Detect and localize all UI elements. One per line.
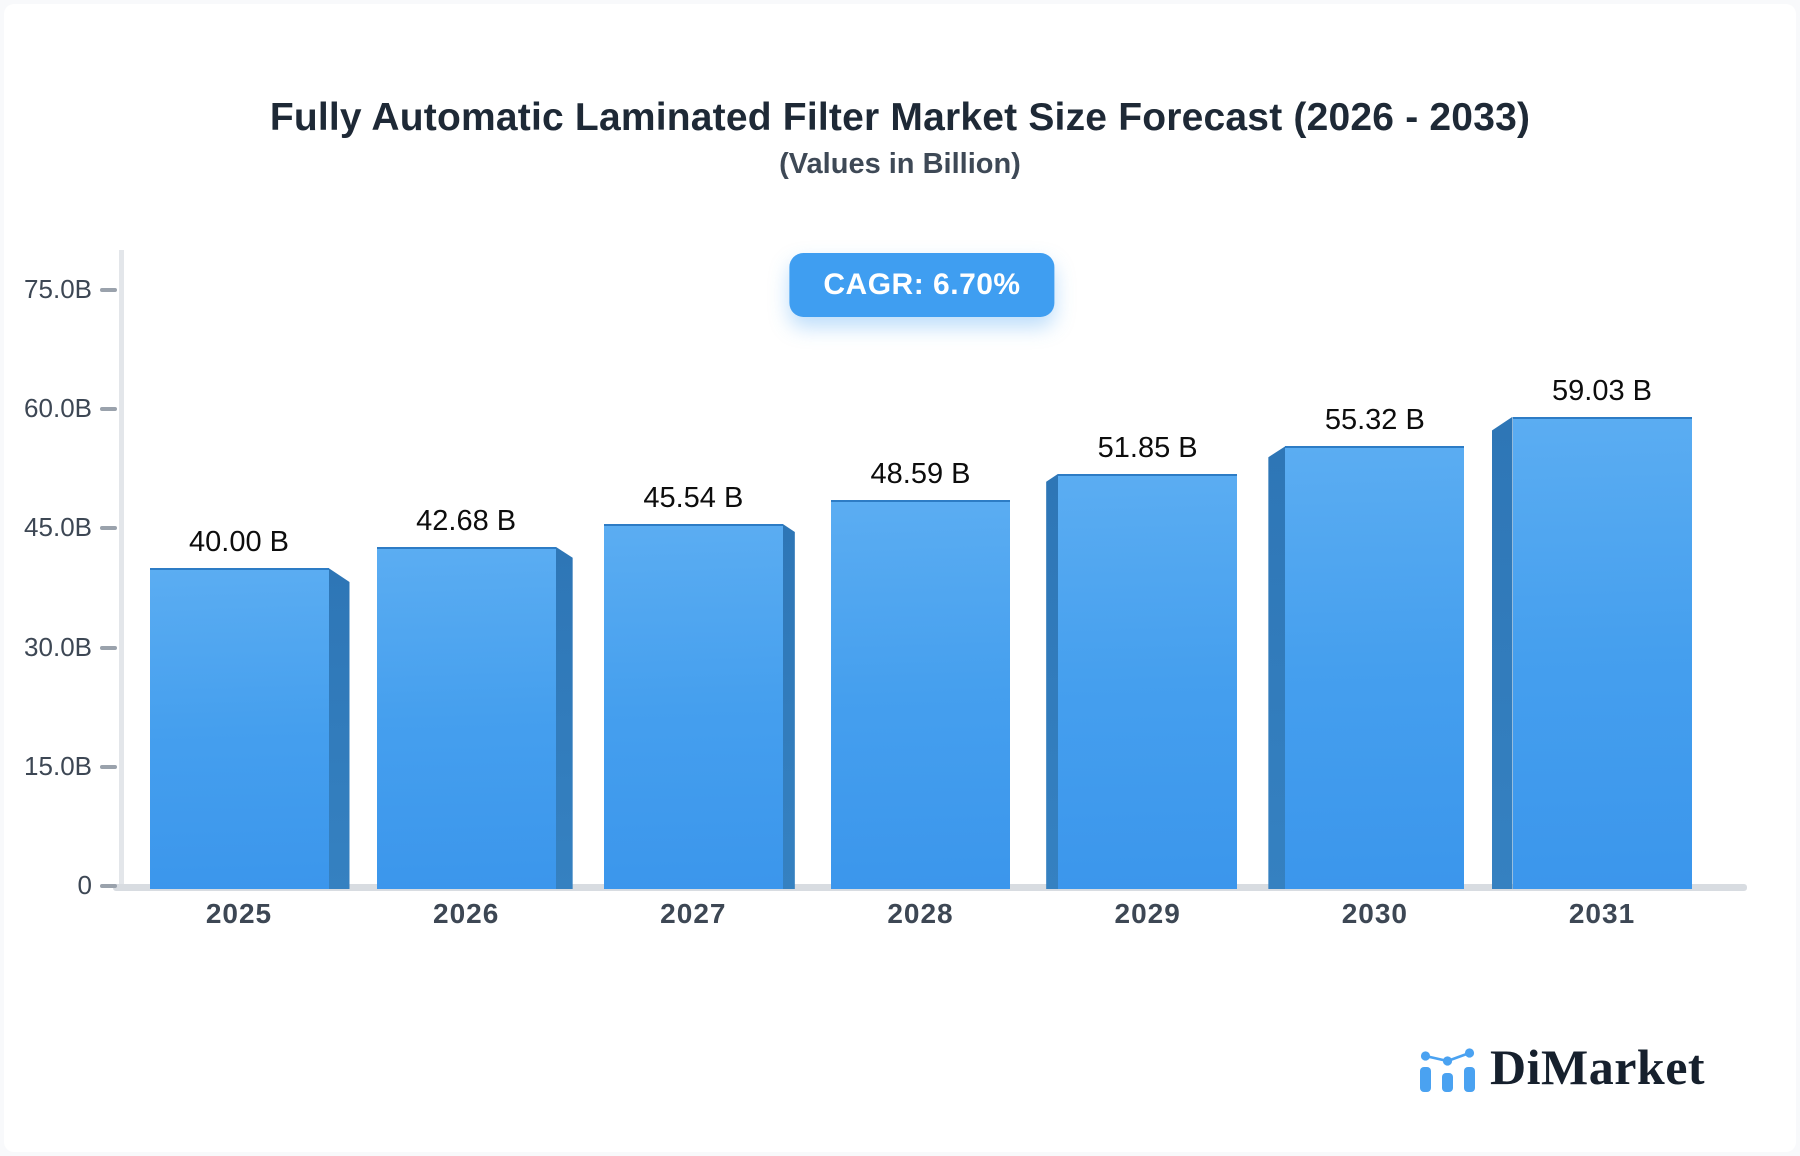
bar-value-label: 42.68 B	[416, 504, 517, 537]
chart-title: Fully Automatic Laminated Filter Market …	[269, 96, 1531, 139]
bar-value-label: 55.32 B	[1324, 404, 1425, 437]
bar-value-label: 45.54 B	[643, 481, 744, 514]
bar-value-label: 59.03 B	[1552, 374, 1652, 407]
y-axis-tick-label: 60.0B	[24, 393, 92, 423]
bar-side-2027	[782, 523, 795, 889]
y-axis-tick-label: 75.0B	[24, 273, 92, 304]
bar-2026	[376, 546, 556, 889]
x-axis-label-2031: 2031	[1568, 898, 1636, 929]
bar-2025	[149, 568, 329, 889]
bar-value-label: 48.59 B	[870, 457, 971, 490]
y-axis-tick-label: 15.0B	[24, 750, 92, 781]
dimarket-logo: DiMarket	[1418, 1040, 1705, 1092]
bar-side-2025	[328, 568, 350, 889]
x-axis-label-2029: 2029	[1114, 898, 1181, 929]
y-axis-tick-dash	[100, 526, 117, 531]
bar-2027	[603, 523, 783, 889]
bar-side-2026	[555, 546, 573, 889]
x-axis-label-2025: 2025	[205, 898, 273, 929]
bar-side-2029	[1046, 473, 1059, 889]
bar-2031	[1512, 416, 1692, 889]
y-axis-line	[119, 250, 124, 886]
bar-2030	[1285, 446, 1465, 889]
chart-subtitle: (Values in Billion)	[779, 148, 1021, 180]
bar-2028	[831, 499, 1010, 889]
x-axis-label-2027: 2027	[660, 898, 727, 929]
bar-value-label: 51.85 B	[1097, 431, 1198, 464]
y-axis-tick-label: 0	[77, 870, 92, 900]
y-axis-tick-label: 30.0B	[24, 631, 92, 662]
x-axis-label-2026: 2026	[433, 898, 500, 929]
cagr-badge: CAGR: 6.70%	[789, 253, 1055, 317]
y-axis-tick-dash	[100, 645, 117, 650]
x-axis-label-2028: 2028	[887, 898, 954, 929]
bar-side-2030	[1268, 446, 1286, 889]
bar-side-2031	[1491, 416, 1513, 889]
bar-2029	[1058, 473, 1238, 889]
bar-chart-logo-icon	[1420, 1048, 1475, 1092]
x-axis-label-2030: 2030	[1341, 898, 1408, 929]
y-axis-tick-label: 45.0B	[24, 512, 92, 543]
y-axis-tick-dash	[100, 764, 117, 769]
logo-text: DiMarket	[1490, 1039, 1706, 1095]
y-axis-tick-dash	[100, 884, 117, 888]
y-axis-tick-dash	[100, 287, 117, 292]
y-axis-tick-dash	[100, 407, 117, 411]
bar-value-label: 40.00 B	[189, 526, 289, 558]
